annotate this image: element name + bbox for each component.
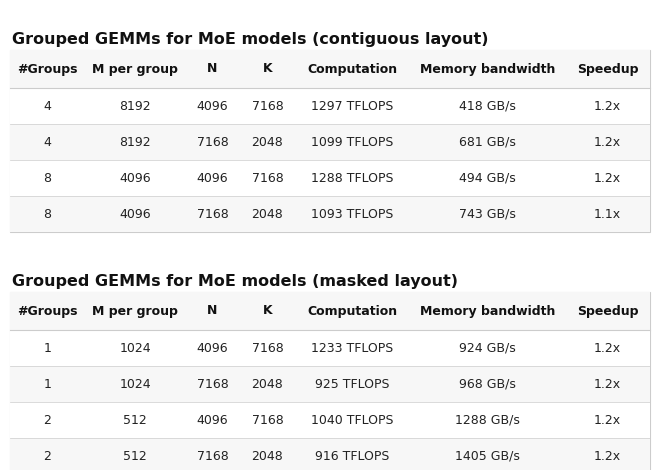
Text: 418 GB/s: 418 GB/s [459,100,516,112]
Text: Grouped GEMMs for MoE models (masked layout): Grouped GEMMs for MoE models (masked lay… [12,274,458,289]
Text: 743 GB/s: 743 GB/s [459,207,516,220]
Text: K: K [263,63,273,76]
Text: 1233 TFLOPS: 1233 TFLOPS [312,342,393,354]
Text: Memory bandwidth: Memory bandwidth [420,63,555,76]
Text: 2048: 2048 [251,377,283,391]
Text: 2048: 2048 [251,135,283,149]
Text: 1.2x: 1.2x [594,414,621,426]
Text: 8: 8 [44,207,51,220]
Text: 1288 TFLOPS: 1288 TFLOPS [312,172,394,185]
Text: 7168: 7168 [197,377,228,391]
Text: M per group: M per group [92,305,178,318]
Text: 7168: 7168 [251,414,283,426]
Text: #Groups: #Groups [17,305,78,318]
Text: 8: 8 [44,172,51,185]
Bar [10,330,650,366]
Text: 968 GB/s: 968 GB/s [459,377,516,391]
Text: 681 GB/s: 681 GB/s [459,135,516,149]
Bar [10,196,650,232]
Text: Computation: Computation [308,63,397,76]
Text: 1024: 1024 [119,342,151,354]
Bar [10,160,650,196]
Bar [10,292,650,330]
Text: 8192: 8192 [119,100,151,112]
Text: 512: 512 [123,449,147,462]
Text: 1: 1 [44,377,51,391]
Text: 1: 1 [44,342,51,354]
Text: 494 GB/s: 494 GB/s [459,172,516,185]
Text: 1297 TFLOPS: 1297 TFLOPS [312,100,393,112]
Text: 916 TFLOPS: 916 TFLOPS [315,449,389,462]
Text: 7168: 7168 [251,100,283,112]
Text: 1093 TFLOPS: 1093 TFLOPS [312,207,393,220]
Bar [10,292,650,470]
Text: 4096: 4096 [119,172,151,185]
Text: 1.2x: 1.2x [594,100,621,112]
Text: 7168: 7168 [197,207,228,220]
Text: Memory bandwidth: Memory bandwidth [420,305,555,318]
Text: Computation: Computation [308,305,397,318]
Bar [10,366,650,402]
Text: 1288 GB/s: 1288 GB/s [455,414,520,426]
Text: 2048: 2048 [251,449,283,462]
Text: 1040 TFLOPS: 1040 TFLOPS [312,414,394,426]
Text: 2: 2 [44,414,51,426]
Text: N: N [207,305,218,318]
Text: 4096: 4096 [197,342,228,354]
Text: K: K [263,305,273,318]
Text: 924 GB/s: 924 GB/s [459,342,516,354]
Text: 2: 2 [44,449,51,462]
Text: M per group: M per group [92,63,178,76]
Bar [10,124,650,160]
Bar [10,402,650,438]
Text: #Groups: #Groups [17,63,78,76]
Text: 1.2x: 1.2x [594,342,621,354]
Text: 1.2x: 1.2x [594,449,621,462]
Text: 7168: 7168 [197,135,228,149]
Text: 4: 4 [44,100,51,112]
Text: Grouped GEMMs for MoE models (contiguous layout): Grouped GEMMs for MoE models (contiguous… [12,32,488,47]
Text: 4: 4 [44,135,51,149]
Bar [10,50,650,232]
Text: 1.2x: 1.2x [594,172,621,185]
Text: 7168: 7168 [251,342,283,354]
Bar [10,88,650,124]
Text: Speedup: Speedup [577,63,638,76]
Text: 1.2x: 1.2x [594,135,621,149]
Text: 2048: 2048 [251,207,283,220]
Text: 1.2x: 1.2x [594,377,621,391]
Text: 7168: 7168 [197,449,228,462]
Text: 8192: 8192 [119,135,151,149]
Bar [10,438,650,470]
Text: 1.1x: 1.1x [594,207,621,220]
Text: 7168: 7168 [251,172,283,185]
Bar [10,50,650,88]
Text: 4096: 4096 [119,207,151,220]
Text: N: N [207,63,218,76]
Text: 4096: 4096 [197,414,228,426]
Text: 1024: 1024 [119,377,151,391]
Text: 512: 512 [123,414,147,426]
Text: 925 TFLOPS: 925 TFLOPS [315,377,390,391]
Text: 4096: 4096 [197,100,228,112]
Text: Speedup: Speedup [577,305,638,318]
Text: 4096: 4096 [197,172,228,185]
Text: 1099 TFLOPS: 1099 TFLOPS [312,135,393,149]
Text: 1405 GB/s: 1405 GB/s [455,449,520,462]
